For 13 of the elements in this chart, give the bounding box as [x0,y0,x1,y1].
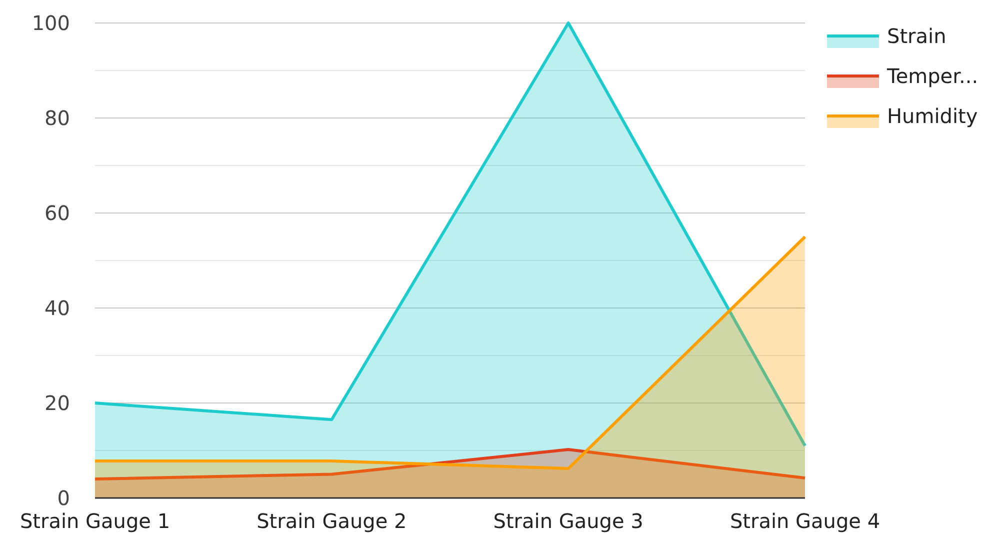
x-tick-label: Strain Gauge 1 [20,509,170,533]
legend-label: Humidity [887,104,978,128]
x-tick-label: Strain Gauge 3 [493,509,644,533]
y-tick-label: 20 [44,391,70,415]
x-tick-label: Strain Gauge 2 [256,509,407,533]
y-tick-label: 80 [44,106,70,130]
y-tick-label: 0 [57,486,70,510]
y-tick-label: 100 [32,11,70,35]
y-tick-label: 40 [44,296,70,320]
y-tick-label: 60 [44,201,70,225]
x-tick-label: Strain Gauge 4 [730,509,880,533]
legend-label: Temper... [886,64,978,88]
legend-label: Strain [887,24,946,48]
